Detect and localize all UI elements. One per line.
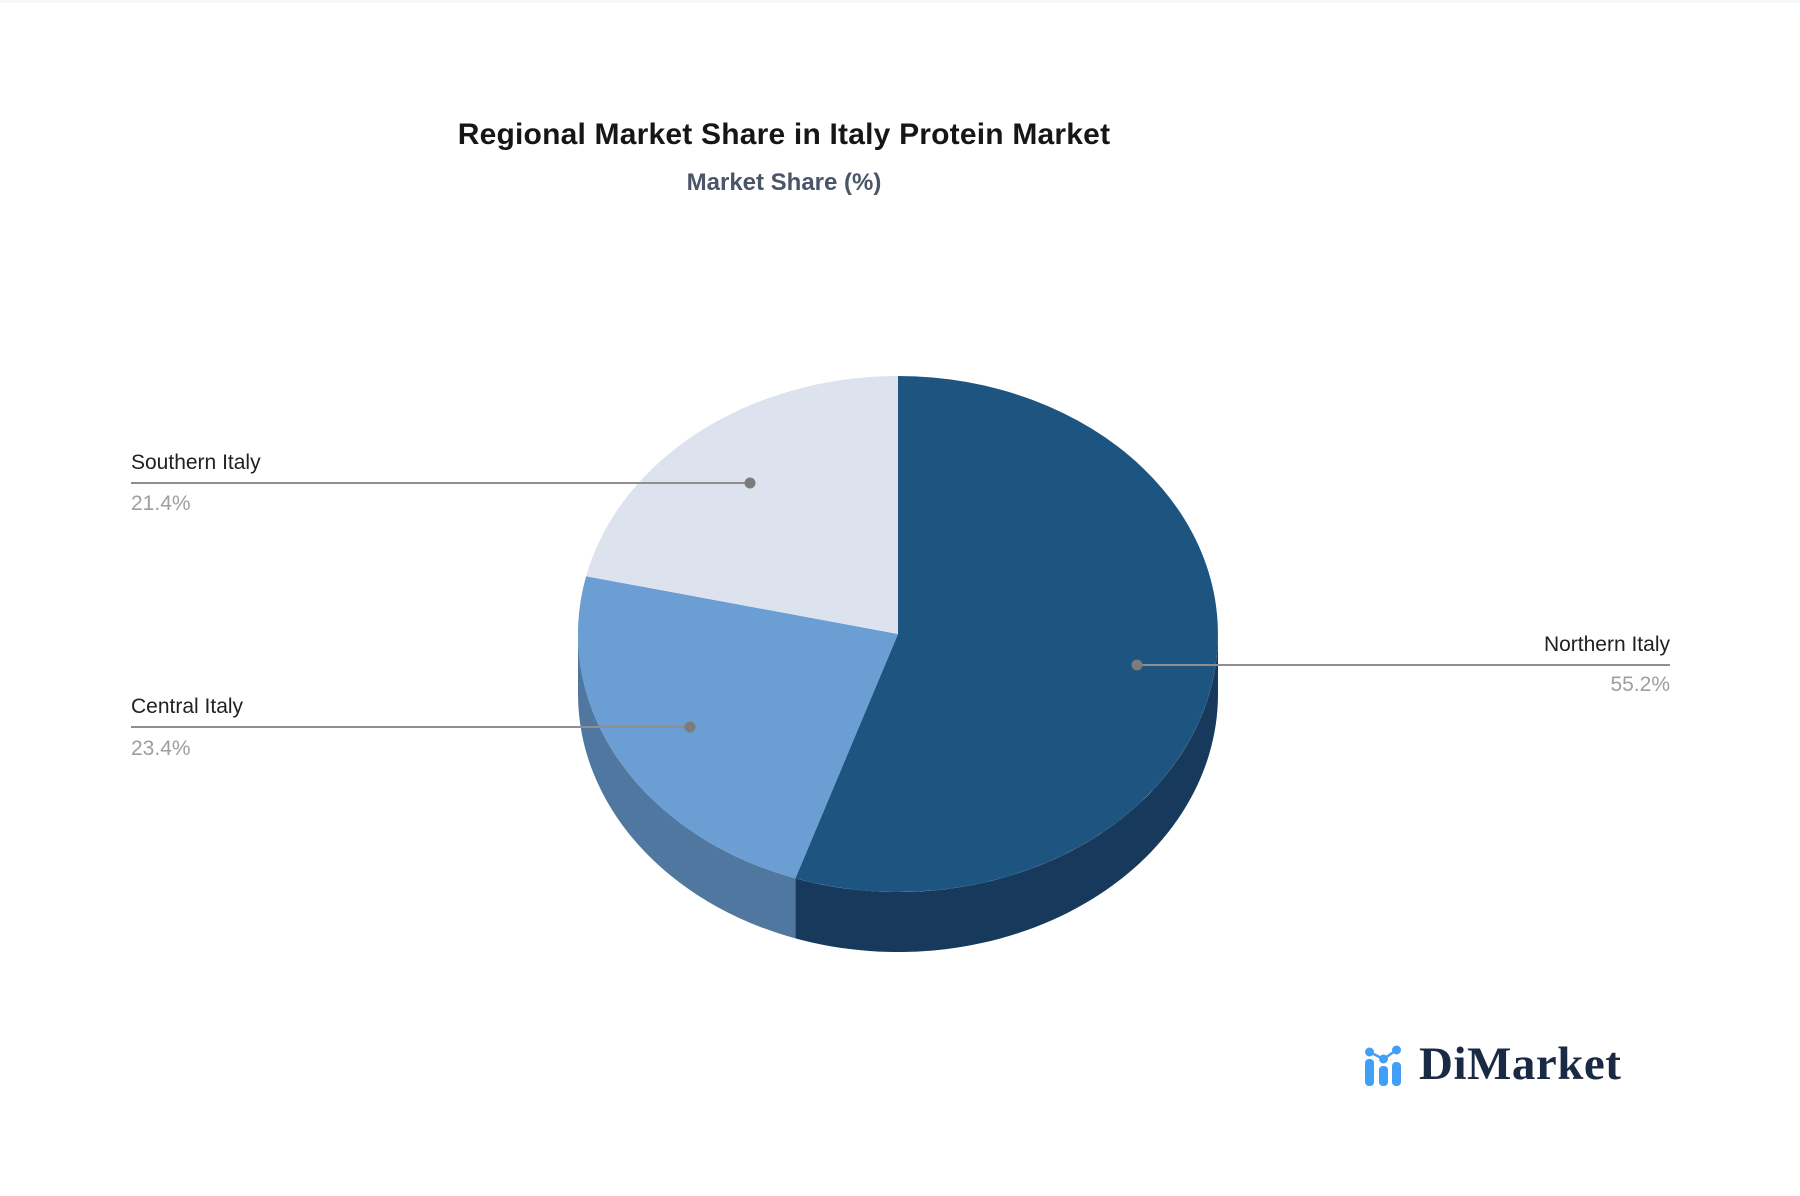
chart-subtitle: Market Share (%) — [686, 169, 882, 196]
bar-2 — [1379, 1066, 1388, 1086]
bar-3 — [1392, 1062, 1401, 1086]
bar-line-chart-icon — [1365, 1045, 1401, 1086]
label-southern-italy: Southern Italy — [131, 451, 261, 474]
pie-slice-northern[interactable] — [795, 376, 1218, 892]
pie-slice-northern-side — [795, 634, 1218, 953]
connector-dot-southern — [744, 477, 756, 489]
window-top-edge — [0, 0, 1800, 3]
connector-lines — [131, 482, 1670, 728]
pie-slice-central[interactable] — [577, 576, 898, 879]
pie-slice-southern[interactable] — [586, 375, 898, 634]
connector-dot-central — [684, 721, 696, 733]
chart-title: Regional Market Share in Italy Protein M… — [457, 118, 1111, 151]
connector-dots — [684, 477, 1143, 733]
bar-1 — [1365, 1059, 1374, 1086]
brand-name: DiMarket — [1419, 1038, 1622, 1090]
value-central-italy: 23.4% — [131, 737, 191, 760]
connector-dot-northern — [1131, 659, 1143, 671]
value-northern-italy: 55.2% — [1610, 673, 1670, 696]
brand-logo: DiMarket — [1363, 1040, 1621, 1088]
value-southern-italy: 21.4% — [131, 492, 191, 515]
label-central-italy: Central Italy — [131, 695, 244, 718]
label-northern-italy: Northern Italy — [1543, 633, 1670, 656]
trend-line — [1368, 1048, 1398, 1061]
pie-slice-central-side — [578, 634, 796, 939]
